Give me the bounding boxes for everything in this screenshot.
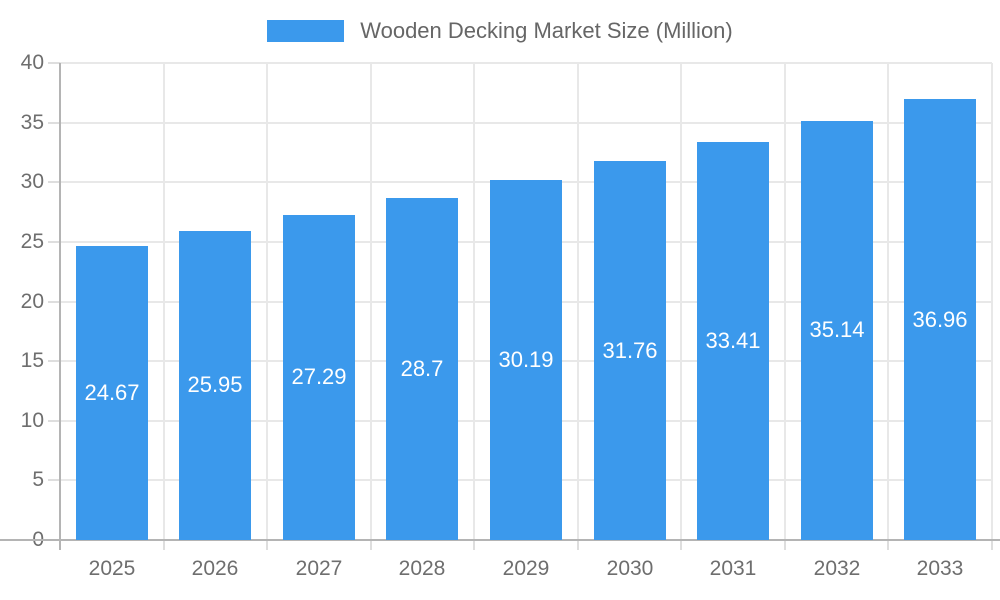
y-axis-tick [48,122,60,124]
gridline-vertical [887,63,889,540]
y-axis-tick [48,241,60,243]
bar[interactable] [386,198,458,540]
x-axis-label: 2027 [295,557,343,580]
legend-swatch [267,20,345,42]
gridline-vertical [370,63,372,540]
gridline-horizontal [60,122,992,124]
y-axis-tick [48,420,60,422]
gridline-vertical [577,63,579,540]
y-axis-label: 15 [20,349,44,372]
y-axis-tick [48,301,60,303]
bar-value-label: 31.76 [602,338,658,363]
x-axis-tick [266,540,268,550]
y-axis-label: 25 [20,230,44,253]
x-axis-label: 2028 [398,557,446,580]
x-axis-label: 2031 [709,557,757,580]
y-axis-tick [48,62,60,64]
y-axis-tick [48,479,60,481]
bar[interactable] [76,246,148,540]
x-axis-tick [991,540,993,550]
bar[interactable] [697,142,769,540]
gridline-vertical [163,63,165,540]
gridline-vertical [266,63,268,540]
x-axis-line [0,539,1000,541]
bar-value-label: 36.96 [912,307,968,332]
bar[interactable] [801,121,873,540]
gridline-horizontal [60,62,992,64]
bar-value-label: 33.41 [705,328,761,353]
bar-value-label: 27.29 [291,364,347,389]
y-axis-label: 30 [20,170,44,193]
x-axis-label: 2033 [916,557,964,580]
bar-value-label: 35.14 [809,317,865,342]
bar-value-label: 25.95 [187,372,243,397]
y-axis-label: 35 [20,111,44,134]
y-axis-label: 10 [20,409,44,432]
x-axis-tick [577,540,579,550]
gridline-vertical [784,63,786,540]
x-axis-label: 2025 [88,557,136,580]
y-axis-label: 40 [20,51,44,74]
gridline-vertical [680,63,682,540]
y-axis-tick [48,181,60,183]
x-axis-tick [887,540,889,550]
bar-value-label: 28.7 [400,356,444,381]
x-axis-label: 2032 [813,557,861,580]
bar[interactable] [594,161,666,540]
x-axis-tick [784,540,786,550]
gridline-vertical [473,63,475,540]
x-axis-tick [370,540,372,550]
x-axis-tick [163,540,165,550]
x-axis-label: 2029 [502,557,550,580]
x-axis-label: 2026 [191,557,239,580]
y-axis-label: 5 [32,468,44,491]
bar-value-label: 24.67 [84,380,140,405]
bar-value-label: 30.19 [498,347,554,372]
x-axis-label: 2030 [606,557,654,580]
bar[interactable] [904,99,976,540]
bar[interactable] [179,231,251,540]
x-axis-tick [680,540,682,550]
gridline-vertical [991,63,993,540]
y-axis-label: 20 [20,290,44,313]
x-axis-tick [473,540,475,550]
legend-label: Wooden Decking Market Size (Million) [360,18,733,43]
y-axis-tick [48,360,60,362]
bar[interactable] [283,215,355,540]
chart-legend[interactable]: Wooden Decking Market Size (Million) [0,16,1000,46]
x-axis-tick [59,540,61,550]
y-axis-line [59,63,61,541]
bar[interactable] [490,180,562,540]
